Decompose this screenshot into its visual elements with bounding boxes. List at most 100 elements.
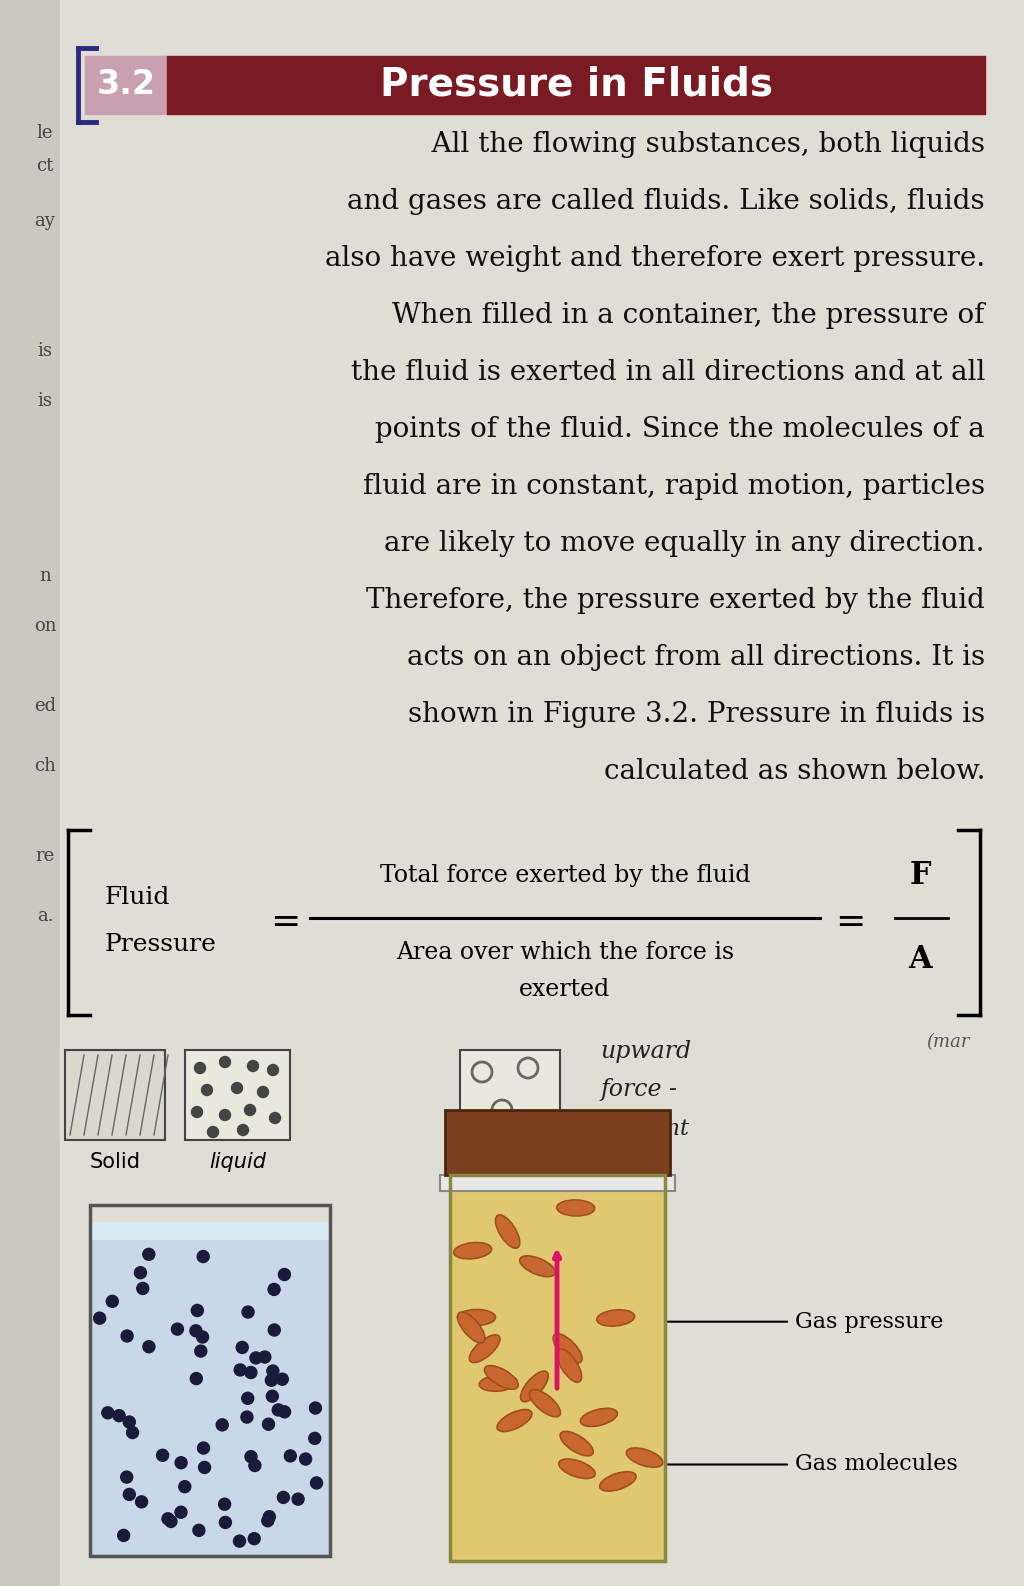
Circle shape [292,1492,304,1505]
Circle shape [262,1515,273,1527]
Text: (mar: (mar [927,1032,970,1052]
Text: Area over which the force is: Area over which the force is [396,940,734,964]
Circle shape [197,1331,209,1343]
Bar [65,1050,165,1140]
Bar [90,1221,330,1240]
Text: also have weight and therefore exert pressure.: also have weight and therefore exert pre… [325,244,985,273]
Text: liquid: liquid [209,1151,266,1172]
Circle shape [142,1248,155,1261]
Ellipse shape [497,1410,531,1432]
Circle shape [162,1513,174,1524]
Text: are likely to move equally in any direction.: are likely to move equally in any direct… [384,530,985,557]
Circle shape [262,1418,274,1431]
Circle shape [123,1488,135,1500]
Circle shape [234,1364,246,1377]
Circle shape [113,1410,125,1421]
Text: points of the fluid. Since the molecules of a: points of the fluid. Since the molecules… [375,416,985,442]
Text: ct: ct [36,157,53,174]
Circle shape [198,1250,209,1262]
Circle shape [263,1511,275,1523]
Text: When filled in a container, the pressure of: When filled in a container, the pressure… [392,301,985,328]
Circle shape [267,1064,279,1075]
Circle shape [216,1419,228,1431]
Ellipse shape [479,1375,517,1391]
Ellipse shape [529,1389,560,1416]
Circle shape [245,1104,256,1115]
Circle shape [265,1373,278,1386]
Circle shape [208,1126,218,1137]
Text: forc: forc [610,1155,654,1177]
Text: Gas molecules: Gas molecules [795,1453,957,1475]
Circle shape [135,1496,147,1508]
Circle shape [310,1477,323,1489]
Text: calculated as shown below.: calculated as shown below. [603,758,985,785]
Circle shape [248,1532,260,1545]
Text: and gases are called fluids. Like solids, fluids: and gases are called fluids. Like solids… [347,189,985,216]
Circle shape [195,1063,206,1074]
Circle shape [267,1366,279,1377]
Circle shape [309,1402,322,1415]
Circle shape [266,1391,279,1402]
Circle shape [137,1283,148,1294]
Circle shape [285,1450,296,1462]
Circle shape [193,1524,205,1537]
Circle shape [189,1324,202,1337]
Circle shape [257,1086,268,1098]
Circle shape [190,1372,203,1385]
Circle shape [238,1124,249,1136]
Text: Buonint: Buonint [600,1118,689,1140]
Text: =: = [835,906,865,939]
Circle shape [231,1083,243,1093]
Ellipse shape [553,1334,582,1362]
Text: the fluid is exerted in all directions and at all: the fluid is exerted in all directions a… [350,358,985,385]
Text: Total force exerted by the fluid: Total force exerted by the fluid [380,864,751,887]
Circle shape [279,1405,291,1418]
Circle shape [249,1459,261,1472]
Circle shape [278,1491,290,1504]
Text: a.: a. [37,907,53,925]
Text: =: = [269,906,300,939]
Text: ay: ay [35,213,55,230]
Text: ed: ed [34,696,56,715]
Text: F: F [909,860,931,891]
Circle shape [106,1296,119,1307]
Circle shape [195,1345,207,1358]
Circle shape [171,1323,183,1335]
Bar [90,1205,330,1556]
Text: is: is [38,343,52,360]
Ellipse shape [600,1472,636,1491]
Circle shape [219,1056,230,1067]
Text: n: n [39,568,51,585]
Text: Gas.: Gas. [486,1151,534,1172]
Circle shape [308,1432,321,1445]
Circle shape [268,1283,281,1296]
Text: re: re [36,847,54,864]
Bar [440,1175,675,1191]
Text: force -: force - [600,1078,677,1101]
Circle shape [300,1453,311,1465]
Ellipse shape [557,1201,595,1216]
Circle shape [123,1416,135,1427]
Circle shape [242,1305,254,1318]
Circle shape [191,1107,203,1118]
Circle shape [175,1507,187,1518]
Circle shape [268,1324,281,1335]
Ellipse shape [484,1366,518,1389]
Circle shape [272,1404,285,1416]
Text: Solid: Solid [89,1151,140,1172]
Circle shape [127,1426,138,1439]
Circle shape [93,1312,105,1324]
Circle shape [157,1450,169,1461]
Circle shape [245,1451,257,1462]
Text: All the flowing substances, both liquids: All the flowing substances, both liquids [396,132,985,159]
Ellipse shape [520,1372,548,1402]
Circle shape [233,1535,246,1546]
Circle shape [101,1407,114,1419]
Text: shown in Figure 3.2. Pressure in fluids is: shown in Figure 3.2. Pressure in fluids … [408,701,985,728]
Text: le: le [37,124,53,143]
Text: Pressure: Pressure [105,933,217,956]
Text: on: on [34,617,56,634]
Circle shape [202,1085,213,1096]
Circle shape [121,1472,133,1483]
Text: Fluid: Fluid [105,887,170,909]
